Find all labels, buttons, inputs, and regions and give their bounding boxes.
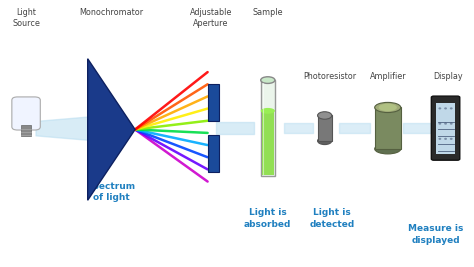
Bar [261, 80, 275, 176]
FancyBboxPatch shape [12, 97, 40, 130]
Ellipse shape [450, 107, 453, 109]
Ellipse shape [444, 138, 447, 140]
Ellipse shape [374, 144, 401, 154]
Ellipse shape [450, 123, 453, 125]
Ellipse shape [261, 77, 275, 84]
Ellipse shape [374, 102, 401, 113]
Ellipse shape [438, 123, 441, 125]
Text: Monochromator: Monochromator [79, 8, 144, 17]
Text: Adjustable
Aperture: Adjustable Aperture [190, 8, 232, 28]
Polygon shape [88, 59, 135, 200]
Ellipse shape [444, 107, 447, 109]
Text: Spectrum
of light: Spectrum of light [87, 182, 136, 202]
Text: Photoresistor: Photoresistor [303, 72, 356, 81]
Ellipse shape [379, 104, 397, 111]
Bar [318, 115, 332, 141]
Ellipse shape [318, 112, 332, 119]
Ellipse shape [261, 108, 275, 114]
Ellipse shape [450, 138, 453, 140]
Bar [262, 110, 274, 175]
Text: Amplifier: Amplifier [370, 72, 407, 81]
Bar [208, 135, 219, 172]
Ellipse shape [438, 138, 441, 140]
Text: Light is
detected: Light is detected [309, 208, 355, 229]
Text: Light
Source: Light Source [12, 8, 40, 28]
Ellipse shape [444, 123, 447, 125]
Bar [374, 107, 401, 149]
Text: Measure is
displayed: Measure is displayed [409, 224, 464, 245]
Text: Display: Display [433, 72, 463, 81]
Bar [436, 103, 455, 154]
Ellipse shape [438, 107, 441, 109]
Ellipse shape [318, 137, 332, 144]
Text: Sample: Sample [253, 8, 283, 17]
FancyBboxPatch shape [431, 96, 460, 160]
Bar [208, 84, 219, 121]
Bar [21, 125, 31, 136]
Text: Light is
absorbed: Light is absorbed [244, 208, 292, 229]
